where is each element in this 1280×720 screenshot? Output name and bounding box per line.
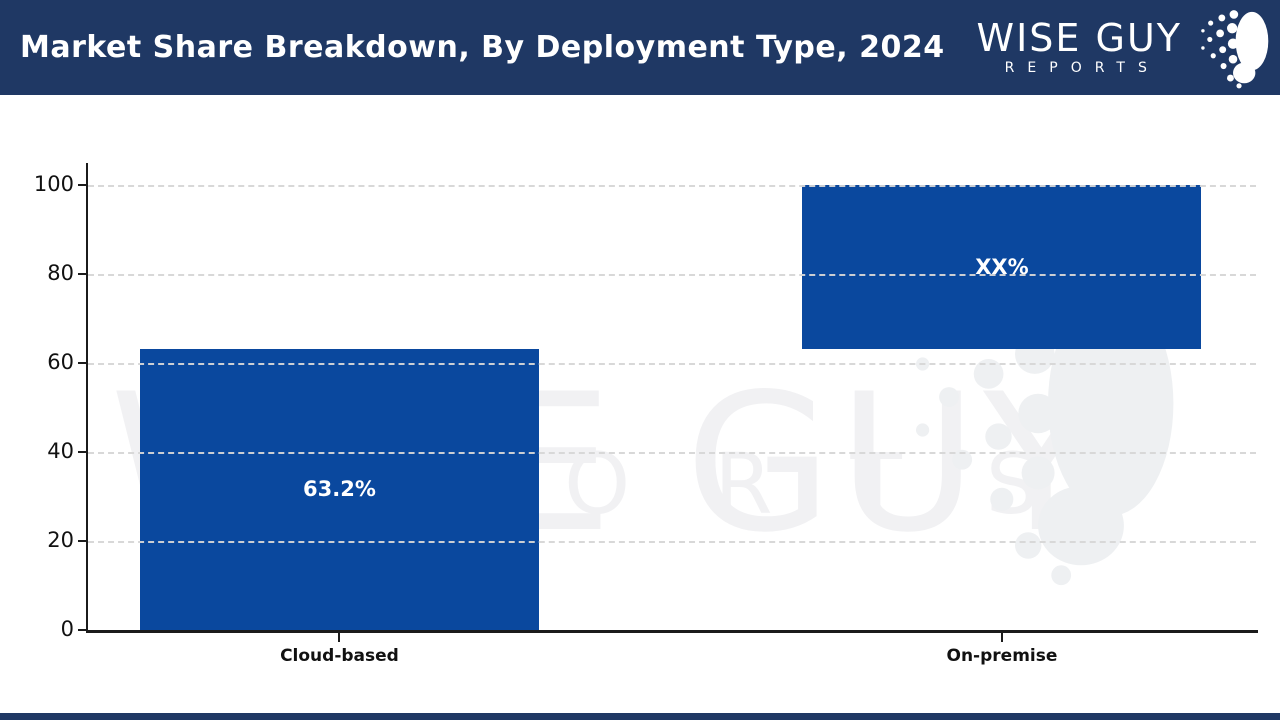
x-category-label: Cloud-based xyxy=(280,646,399,666)
y-axis-tick xyxy=(78,184,88,186)
x-axis-tick xyxy=(338,633,341,642)
y-axis-tick xyxy=(78,362,88,364)
y-axis-tick xyxy=(78,451,88,453)
y-tick-label: 20 xyxy=(47,528,74,552)
y-tick-label: 80 xyxy=(47,261,74,285)
y-axis-line xyxy=(86,163,88,633)
bar-cloud-based: 63.2% xyxy=(139,348,539,630)
y-axis-tick xyxy=(78,629,88,631)
y-tick-label: 0 xyxy=(60,617,74,641)
gridline xyxy=(88,452,1256,454)
plot-region: 63.2% XX% xyxy=(88,185,1256,630)
logo-text: WISE GUY REPORTS xyxy=(977,19,1182,76)
logo-wordmark: WISE GUY xyxy=(976,16,1182,60)
page-title: Market Share Breakdown, By Deployment Ty… xyxy=(20,30,945,65)
y-axis-tick xyxy=(78,273,88,275)
bar-on-premise: XX% xyxy=(802,185,1202,349)
y-axis-tick xyxy=(78,540,88,542)
logo-subtext: REPORTS xyxy=(1004,60,1160,76)
gridline xyxy=(88,185,1256,187)
x-axis-tick xyxy=(1000,633,1003,642)
chart-canvas: WISE GUY REPORTS 63.2% XX% 0 20 40 60 80 100 Cl… xyxy=(0,95,1280,713)
x-axis-line xyxy=(86,630,1258,633)
y-tick-label: 60 xyxy=(47,350,74,374)
gridline xyxy=(88,274,1256,276)
y-tick-label: 40 xyxy=(47,439,74,463)
dotted-head-profile-icon xyxy=(1201,9,1269,88)
header-bar: Market Share Breakdown, By Deployment Ty… xyxy=(0,0,1280,95)
footer-bar xyxy=(0,713,1280,720)
gridline xyxy=(88,363,1256,365)
gridline xyxy=(88,541,1256,543)
wise-guy-reports-logo: WISE GUY REPORTS xyxy=(977,4,1270,92)
x-category-label: On-premise xyxy=(946,646,1058,666)
bar-value-label: 63.2% xyxy=(303,477,376,502)
y-tick-label: 100 xyxy=(33,172,74,196)
